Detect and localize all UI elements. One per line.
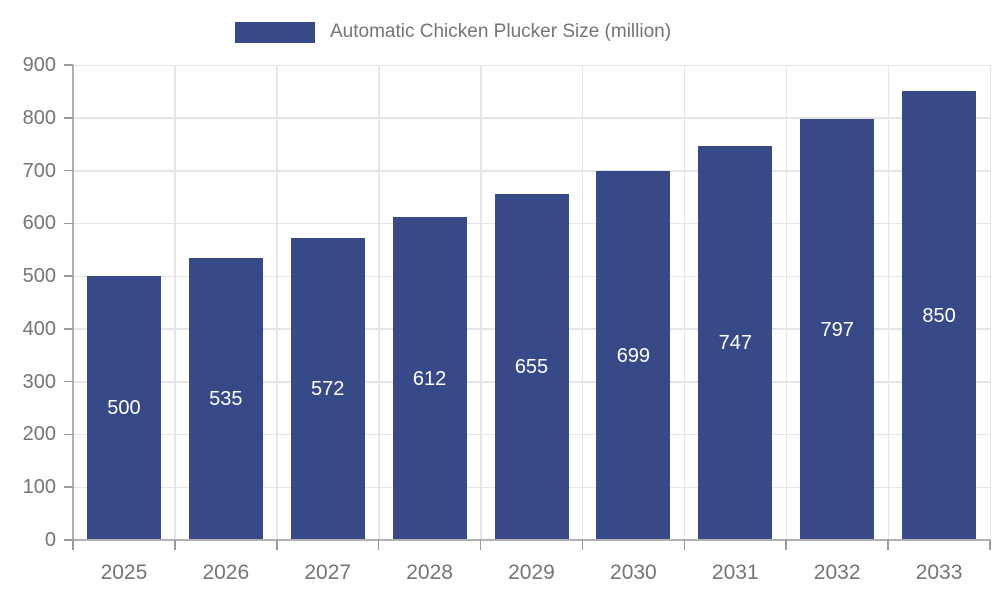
vertical-gridline (785, 65, 788, 540)
vertical-gridline (480, 65, 482, 540)
horizontal-gridline (73, 64, 990, 66)
x-axis-tick (276, 540, 278, 550)
x-tick-label: 2028 (406, 561, 453, 584)
bar[interactable] (800, 119, 875, 540)
vertical-gridline (887, 65, 890, 540)
bar[interactable] (902, 91, 977, 540)
bar[interactable] (188, 257, 263, 540)
y-axis-tick (64, 275, 73, 277)
x-axis-tick (887, 540, 889, 550)
y-tick-label: 900 (22, 54, 56, 76)
y-axis-tick (64, 169, 73, 172)
y-axis-tick (64, 380, 73, 383)
x-tick-label: 2030 (610, 561, 657, 584)
bar-value-label: 850 (922, 304, 956, 327)
y-axis-tick (64, 222, 73, 225)
bar[interactable] (494, 194, 569, 540)
legend-item[interactable]: Automatic Chicken Plucker Size (million) (235, 21, 671, 43)
bar-value-label: 612 (412, 367, 447, 390)
y-axis-tick (64, 539, 73, 541)
vertical-gridline (276, 65, 278, 540)
y-axis-tick (64, 486, 73, 488)
bar[interactable] (392, 217, 467, 540)
y-axis-line (72, 65, 74, 540)
bar-value-label: 699 (616, 344, 651, 367)
y-axis-tick (64, 64, 73, 66)
vertical-gridline (174, 65, 176, 540)
bar-value-label: 655 (514, 356, 549, 379)
bar[interactable] (596, 171, 671, 540)
vertical-gridline (581, 65, 584, 540)
x-tick-label: 2033 (915, 561, 963, 584)
x-tick-label: 2026 (202, 561, 250, 584)
x-axis-tick (989, 540, 991, 550)
horizontal-gridline (73, 170, 990, 172)
vertical-gridline (989, 65, 991, 540)
horizontal-gridline (73, 117, 990, 119)
bar[interactable] (86, 276, 161, 540)
legend-label: Automatic Chicken Plucker Size (million) (330, 21, 672, 42)
bar-value-label: 747 (718, 331, 752, 354)
y-axis-tick (64, 117, 73, 119)
y-tick-label: 600 (22, 212, 56, 235)
x-axis-tick (581, 540, 584, 550)
y-axis-tick (64, 328, 73, 330)
x-axis-line (73, 539, 990, 541)
y-tick-label: 0 (44, 529, 56, 551)
bar-value-label: 572 (311, 378, 345, 401)
y-axis-tick (64, 433, 73, 436)
x-axis-tick (377, 540, 380, 550)
y-tick-label: 800 (22, 106, 56, 129)
bar-value-label: 535 (209, 387, 243, 410)
x-tick-label: 2025 (100, 561, 148, 584)
x-tick-label: 2029 (508, 561, 555, 584)
y-tick-label: 300 (22, 370, 56, 393)
y-tick-label: 700 (22, 159, 56, 182)
y-tick-label: 500 (22, 265, 56, 288)
bar[interactable] (698, 145, 773, 540)
bar[interactable] (290, 238, 365, 540)
y-tick-label: 200 (22, 423, 56, 446)
vertical-gridline (683, 65, 686, 540)
x-axis-tick (785, 540, 787, 550)
legend-swatch (235, 21, 315, 43)
x-axis-tick (72, 540, 74, 550)
vertical-gridline (378, 65, 380, 540)
x-tick-label: 2032 (813, 561, 861, 584)
bar-value-label: 797 (820, 318, 854, 341)
x-axis-tick (683, 540, 686, 550)
x-tick-label: 2031 (711, 561, 759, 584)
x-axis-tick (479, 540, 482, 550)
bar-value-label: 500 (107, 397, 141, 420)
x-tick-label: 2027 (304, 561, 352, 584)
y-tick-label: 400 (22, 317, 56, 340)
x-axis-tick (174, 540, 176, 550)
y-tick-label: 100 (22, 476, 56, 499)
